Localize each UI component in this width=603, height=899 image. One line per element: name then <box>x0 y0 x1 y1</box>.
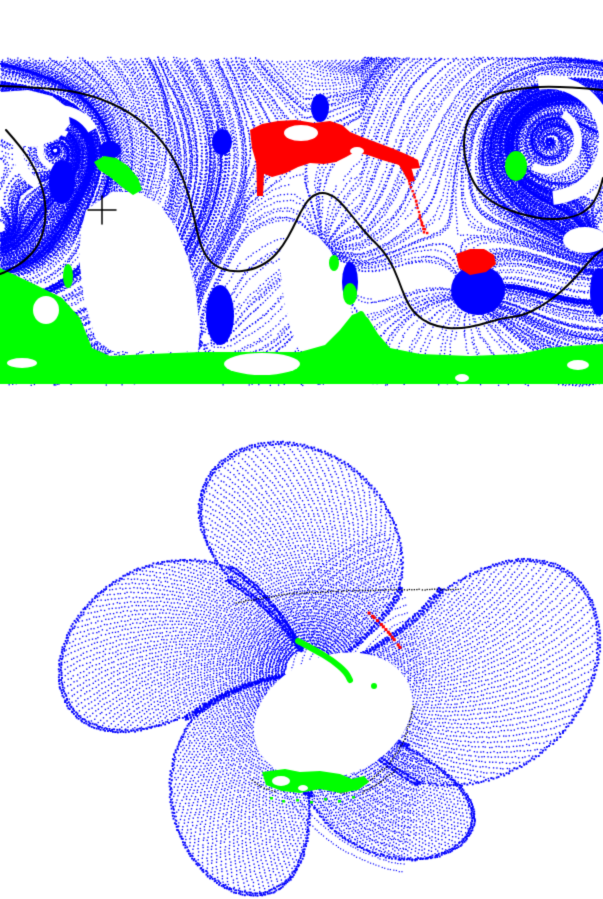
sphere-view-panel <box>0 430 603 899</box>
sphere-view-canvas <box>0 430 603 899</box>
streamline-map-panel <box>0 0 603 430</box>
streamline-map-canvas <box>0 0 603 430</box>
